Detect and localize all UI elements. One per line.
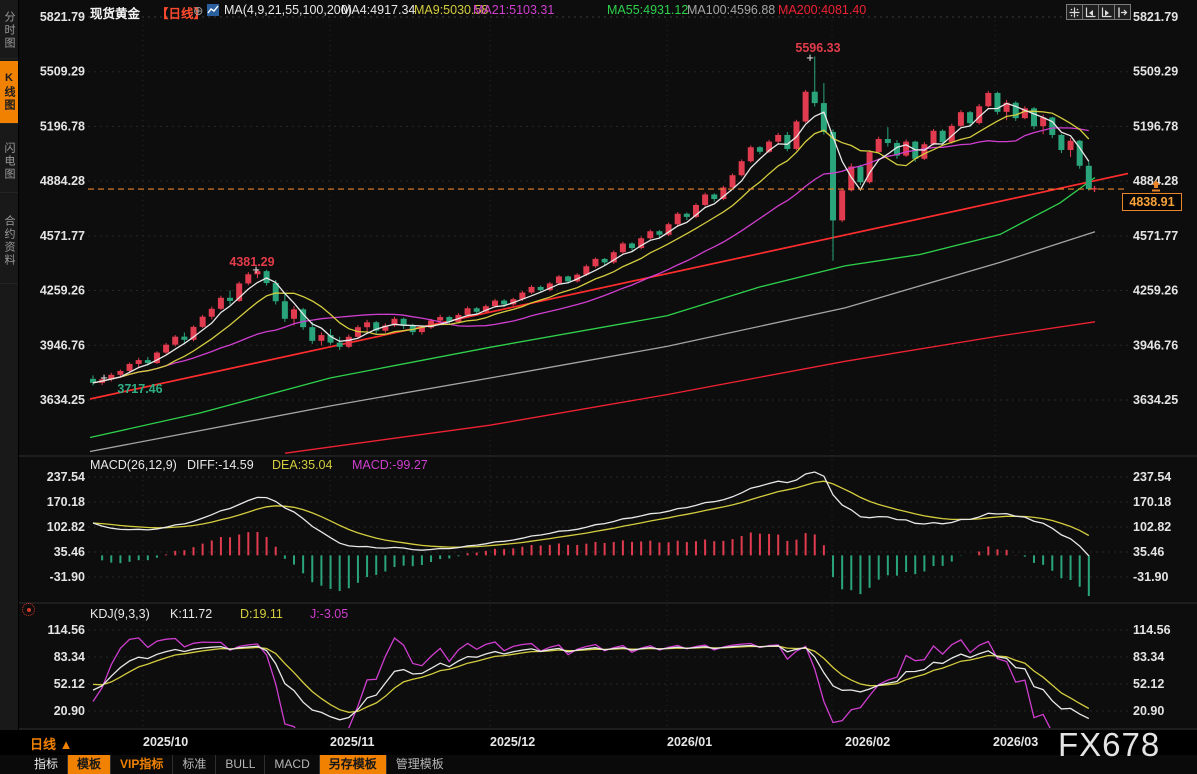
ma200-value: MA200:4081.40	[778, 3, 867, 17]
price-axis-labels: 5821.79 5821.79 5509.29 5509.29 5196.78 5196.…	[40, 10, 1178, 718]
macd-diff-value: DIFF:-14.59	[187, 458, 254, 472]
svg-text:5821.79: 5821.79	[40, 10, 85, 24]
symbol-title: 现货黄金	[90, 7, 141, 21]
ma-settings-label[interactable]: MA(4,9,21,55,100,200)	[224, 3, 352, 17]
bottom-toolbar: 指标 模板 VIP指标 标准 BULL MACD 另存模板 管理模板	[0, 755, 1197, 774]
chart-style-icon[interactable]	[207, 4, 219, 19]
time-axis-row	[0, 730, 1197, 755]
candles-layer	[90, 56, 1092, 386]
svg-text:102.82: 102.82	[47, 520, 85, 534]
toolbar-tab-1[interactable]: 指标	[34, 757, 59, 771]
price-annotation: 3717.46	[117, 382, 162, 396]
ma9-value: MA9:5030.58	[414, 3, 489, 17]
ma55-value: MA55:4931.12	[607, 3, 689, 17]
sidebar-tab-4[interactable]: 合约资料	[0, 199, 18, 284]
svg-text:4884.28: 4884.28	[40, 174, 85, 188]
svg-text:5196.78: 5196.78	[40, 119, 85, 133]
macd-panel	[92, 471, 1090, 596]
x-axis-label: 2026/01	[667, 735, 713, 749]
kdj-title[interactable]: KDJ(9,3,3)	[90, 607, 150, 621]
svg-text:170.18: 170.18	[47, 495, 85, 509]
svg-text:83.34: 83.34	[1133, 650, 1164, 664]
price-annotation: 4381.29	[229, 255, 274, 269]
ma4-value: MA4:4917.34	[341, 3, 416, 17]
current-price-badge: 4838.91	[1122, 193, 1182, 211]
svg-text:20.90: 20.90	[1133, 704, 1164, 718]
svg-text:4571.77: 4571.77	[40, 229, 85, 243]
svg-text:237.54: 237.54	[1133, 470, 1171, 484]
svg-text:4259.26: 4259.26	[40, 284, 85, 298]
svg-text:4571.77: 4571.77	[1133, 229, 1178, 243]
axis-zoom-left-icon[interactable]	[1082, 4, 1099, 20]
goto-latest-icon[interactable]	[1114, 4, 1131, 20]
svg-text:3634.25: 3634.25	[40, 393, 85, 407]
macd-title[interactable]: MACD(26,12,9)	[90, 458, 177, 472]
x-axis-label: 2025/12	[490, 735, 536, 749]
add-symbol-icon[interactable]: ⊕	[193, 4, 204, 18]
short-ma-lines	[92, 102, 1090, 384]
svg-text:170.18: 170.18	[1133, 495, 1171, 509]
svg-text:4259.26: 4259.26	[1133, 284, 1178, 298]
svg-text:52.12: 52.12	[1133, 677, 1164, 691]
toolbar-tab-5[interactable]: BULL	[215, 755, 264, 774]
ma100-value: MA100:4596.88	[687, 3, 776, 17]
svg-text:114.56: 114.56	[47, 623, 85, 637]
macd-value: MACD:-99.27	[352, 458, 428, 472]
period-selector[interactable]: 日线 ▲	[30, 737, 73, 752]
svg-text:3946.76: 3946.76	[1133, 338, 1178, 352]
price-annotation: 5596.33	[795, 41, 840, 55]
svg-text:-31.90: -31.90	[50, 570, 85, 584]
watermark: FX678	[1058, 726, 1161, 763]
svg-text:3946.76: 3946.76	[40, 338, 85, 352]
ma21-value: MA21:5103.31	[473, 3, 555, 17]
svg-text:3634.25: 3634.25	[1133, 393, 1178, 407]
pan-icon[interactable]	[1066, 4, 1083, 20]
kdj-panel	[92, 636, 1090, 728]
svg-text:114.56: 114.56	[1133, 623, 1171, 637]
svg-text:+: +	[1091, 182, 1098, 196]
svg-text:+: +	[252, 262, 260, 277]
sidebar-tab-1[interactable]: 分时图	[0, 3, 18, 59]
kdj-d-value: D:19.11	[240, 607, 283, 621]
x-axis-label: 2026/03	[993, 735, 1039, 749]
svg-text:5821.79: 5821.79	[1133, 10, 1178, 24]
svg-text:52.12: 52.12	[54, 677, 85, 691]
svg-text:+: +	[806, 50, 814, 65]
svg-text:237.54: 237.54	[47, 470, 85, 484]
period-tag[interactable]: 【日线】	[156, 7, 207, 21]
indicator-settings-icon[interactable]	[22, 603, 35, 616]
svg-text:5509.29: 5509.29	[1133, 65, 1178, 79]
svg-text:35.46: 35.46	[54, 545, 85, 559]
toolbar-tab-3[interactable]: VIP指标	[110, 755, 172, 774]
kdj-k-value: K:11.72	[170, 607, 213, 621]
sidebar-tab-3[interactable]: 闪电图	[0, 130, 18, 193]
x-axis-label: 2026/02	[845, 735, 891, 749]
price-alert-arrow-icon	[1149, 180, 1163, 198]
svg-text:5196.78: 5196.78	[1133, 119, 1178, 133]
x-axis-label: 2025/10	[143, 735, 189, 749]
toolbar-tab-6[interactable]: MACD	[264, 755, 318, 774]
toolbar-tab-7[interactable]: 另存模板	[318, 755, 386, 774]
toolbar-tab-2[interactable]: 模板	[67, 755, 111, 774]
x-axis-label: 2025/11	[330, 735, 375, 749]
chart-type-sidebar: 分时图 K线图闪电图合约资料	[0, 0, 19, 755]
axis-zoom-right-icon[interactable]	[1098, 4, 1115, 20]
kdj-j-value: J:-3.05	[310, 607, 349, 621]
toolbar-tab-8[interactable]: 管理模板	[385, 755, 453, 774]
svg-text:102.82: 102.82	[1133, 520, 1171, 534]
svg-text:20.90: 20.90	[54, 704, 85, 718]
svg-text:-31.90: -31.90	[1133, 570, 1168, 584]
svg-text:83.34: 83.34	[54, 650, 85, 664]
toolbar-tab-4[interactable]: 标准	[172, 755, 215, 774]
macd-dea-value: DEA:35.04	[272, 458, 333, 472]
svg-text:35.46: 35.46	[1133, 545, 1164, 559]
sidebar-tab-2[interactable]: K线图	[0, 61, 18, 124]
svg-text:+: +	[100, 370, 108, 385]
ma-overlays	[89, 172, 1128, 454]
svg-text:5509.29: 5509.29	[40, 65, 85, 79]
